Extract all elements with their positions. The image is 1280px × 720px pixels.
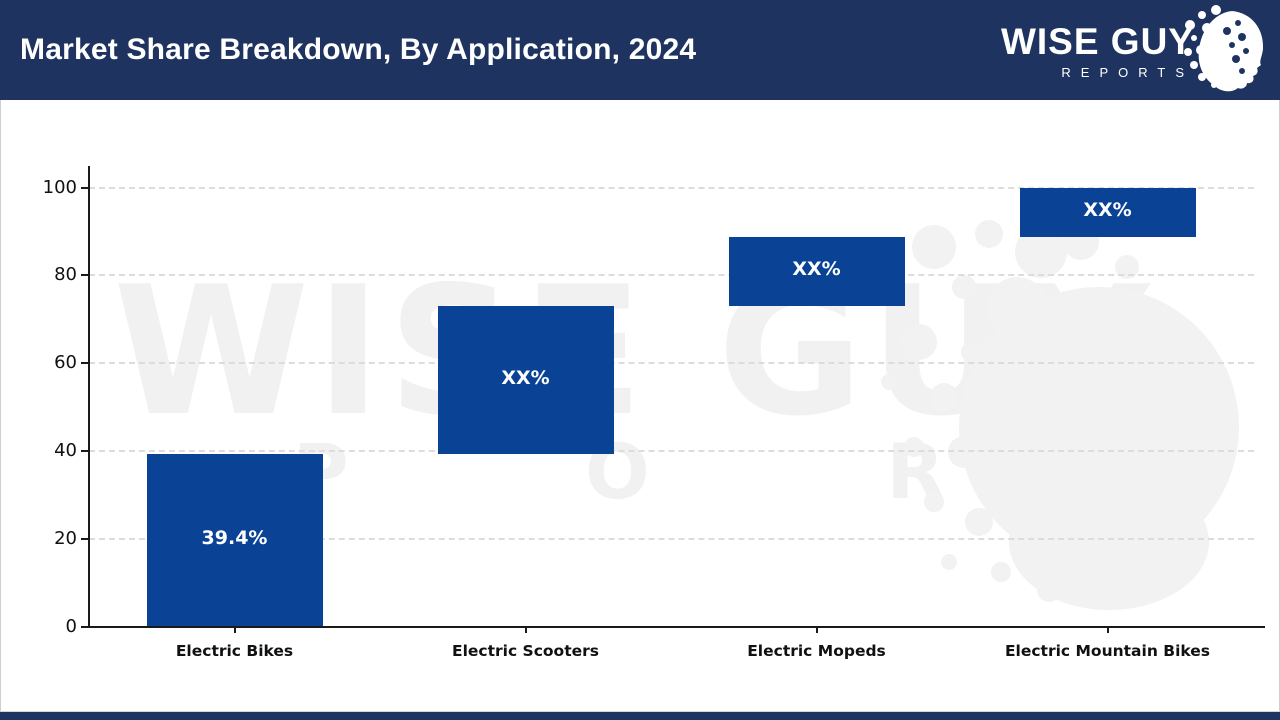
- bar-electric-mopeds: [728, 236, 905, 307]
- chart-canvas: WISE GUY P O R T S 02040608010039.4%Elec…: [0, 100, 1280, 711]
- bar-value-label: 39.4%: [201, 527, 268, 550]
- x-tick-2: [815, 628, 818, 633]
- y-tick-label-60: 60: [54, 352, 77, 374]
- y-tick-label-0: 0: [65, 616, 77, 637]
- y-tick-label-40: 40: [54, 440, 77, 462]
- y-axis-line: [88, 166, 90, 628]
- footer-bar: [0, 712, 1280, 720]
- x-axis-line: [88, 626, 1265, 628]
- logo-main-text: WISE GUY: [1000, 20, 1194, 62]
- y-tick-label-100: 100: [42, 176, 77, 198]
- y-tick-60: [81, 362, 89, 365]
- x-category-label: Electric Mountain Bikes: [1004, 642, 1211, 660]
- logo-face-icon: [1184, 5, 1264, 92]
- bar-electric-mountain-bikes: [1019, 187, 1196, 237]
- footer-divider: [0, 711, 1280, 712]
- y-tick-80: [81, 274, 89, 277]
- y-tick-20: [81, 538, 89, 541]
- bar-electric-bikes: [146, 453, 323, 627]
- logo-sub-text: REPORTS: [1061, 64, 1194, 80]
- bar-electric-scooters: [437, 306, 614, 454]
- gridline-60: [89, 362, 1254, 365]
- x-category-label: Electric Scooters: [452, 642, 599, 660]
- y-tick-label-20: 20: [54, 528, 77, 550]
- x-tick-3: [1106, 628, 1109, 633]
- y-tick-0: [81, 626, 89, 628]
- page-title: Market Share Breakdown, By Application, …: [20, 33, 697, 66]
- bar-value-label: XX%: [501, 367, 550, 389]
- gridline-80: [89, 274, 1254, 277]
- x-category-label: Electric Bikes: [175, 642, 294, 660]
- bar-value-label: XX%: [1083, 199, 1132, 222]
- y-tick-label-80: 80: [54, 264, 77, 286]
- wiseguy-logo: WISE GUY REPORTS: [1001, 5, 1280, 95]
- watermark-face-icon: [881, 220, 1239, 610]
- logo-wordmark: WISE GUY REPORTS: [1001, 21, 1194, 80]
- gridline-40: [89, 450, 1254, 453]
- header: Market Share Breakdown, By Application, …: [0, 0, 1280, 100]
- gridline-20: [89, 538, 1254, 541]
- bar-value-label: XX%: [792, 258, 841, 281]
- x-category-label: Electric Mopeds: [747, 642, 886, 660]
- x-tick-1: [524, 628, 527, 633]
- x-tick-0: [233, 628, 236, 633]
- gridline-100: [89, 186, 1254, 189]
- y-tick-100: [81, 186, 89, 189]
- y-tick-40: [81, 450, 89, 453]
